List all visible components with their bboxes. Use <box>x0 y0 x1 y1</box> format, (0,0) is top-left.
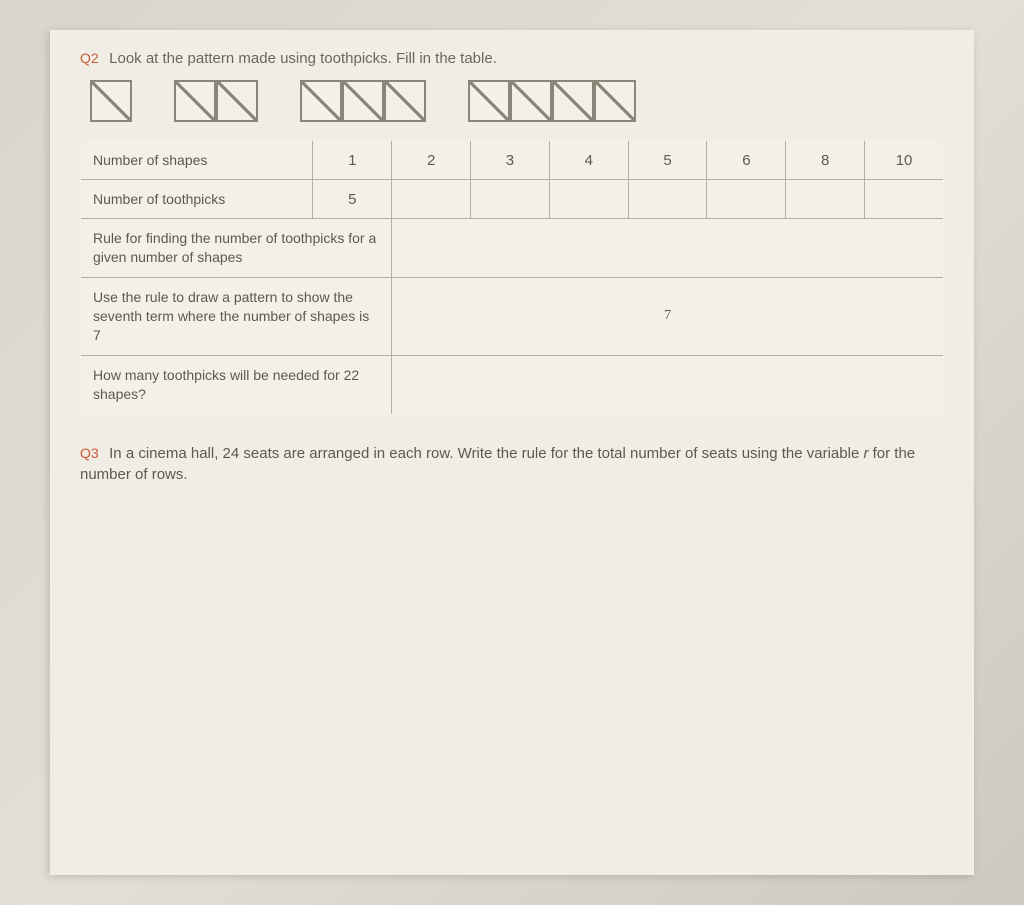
toothpick-pattern-row <box>90 80 944 122</box>
q2-header: Q2 Look at the pattern made using toothp… <box>80 50 944 68</box>
toothpicks-cell <box>471 180 550 219</box>
table-row-rule: Rule for finding the number of toothpick… <box>81 219 944 278</box>
toothpicks-cell <box>707 180 786 219</box>
toothpick-square <box>300 80 342 122</box>
pattern-table: Number of shapes 1 2 3 4 5 6 8 10 Number… <box>80 140 944 415</box>
toothpick-square <box>90 80 132 122</box>
toothpicks-cell <box>628 180 707 219</box>
q3-label: Q3 <box>80 445 99 461</box>
toothpick-square <box>216 80 258 122</box>
toothpick-square <box>342 80 384 122</box>
seventh-answer-cell: 7 <box>392 278 944 356</box>
shapes-cell: 1 <box>313 141 392 180</box>
q2-text: Look at the pattern made using toothpick… <box>109 50 497 67</box>
toothpick-square <box>468 80 510 122</box>
toothpick-square <box>552 80 594 122</box>
toothpicks-cell: 5 <box>313 180 392 219</box>
toothpicks-cell <box>392 180 471 219</box>
toothpicks-cell <box>865 180 944 219</box>
worksheet-page: Q2 Look at the pattern made using toothp… <box>50 30 974 875</box>
toothpicks-cell <box>549 180 628 219</box>
shape-group-3 <box>300 80 426 122</box>
shapes-cell: 10 <box>865 141 944 180</box>
row-label-22: How many toothpicks will be needed for 2… <box>81 355 392 414</box>
row-label-toothpicks: Number of toothpicks <box>81 180 313 219</box>
shape-group-1 <box>90 80 132 122</box>
row-label-seventh: Use the rule to draw a pattern to show t… <box>81 278 392 356</box>
twentytwo-answer-cell <box>392 355 944 414</box>
rule-answer-cell <box>392 219 944 278</box>
toothpick-square <box>594 80 636 122</box>
shapes-cell: 8 <box>786 141 865 180</box>
table-row-toothpicks: Number of toothpicks 5 <box>81 180 944 219</box>
shapes-cell: 3 <box>471 141 550 180</box>
q3-text-part1: In a cinema hall, 24 seats are arranged … <box>109 445 863 462</box>
q3-block: Q3 In a cinema hall, 24 seats are arrang… <box>80 443 944 485</box>
shapes-cell: 4 <box>549 141 628 180</box>
shapes-cell: 6 <box>707 141 786 180</box>
toothpick-square <box>510 80 552 122</box>
shapes-cell: 5 <box>628 141 707 180</box>
table-row-shapes: Number of shapes 1 2 3 4 5 6 8 10 <box>81 141 944 180</box>
table-row-22shapes: How many toothpicks will be needed for 2… <box>81 355 944 414</box>
q2-label: Q2 <box>80 50 99 66</box>
toothpick-square <box>174 80 216 122</box>
row-label-rule: Rule for finding the number of toothpick… <box>81 219 392 278</box>
shape-group-2 <box>174 80 258 122</box>
toothpick-square <box>384 80 426 122</box>
shapes-cell: 2 <box>392 141 471 180</box>
table-row-seventh: Use the rule to draw a pattern to show t… <box>81 278 944 356</box>
row-label-shapes: Number of shapes <box>81 141 313 180</box>
toothpicks-cell <box>786 180 865 219</box>
shape-group-4 <box>468 80 636 122</box>
